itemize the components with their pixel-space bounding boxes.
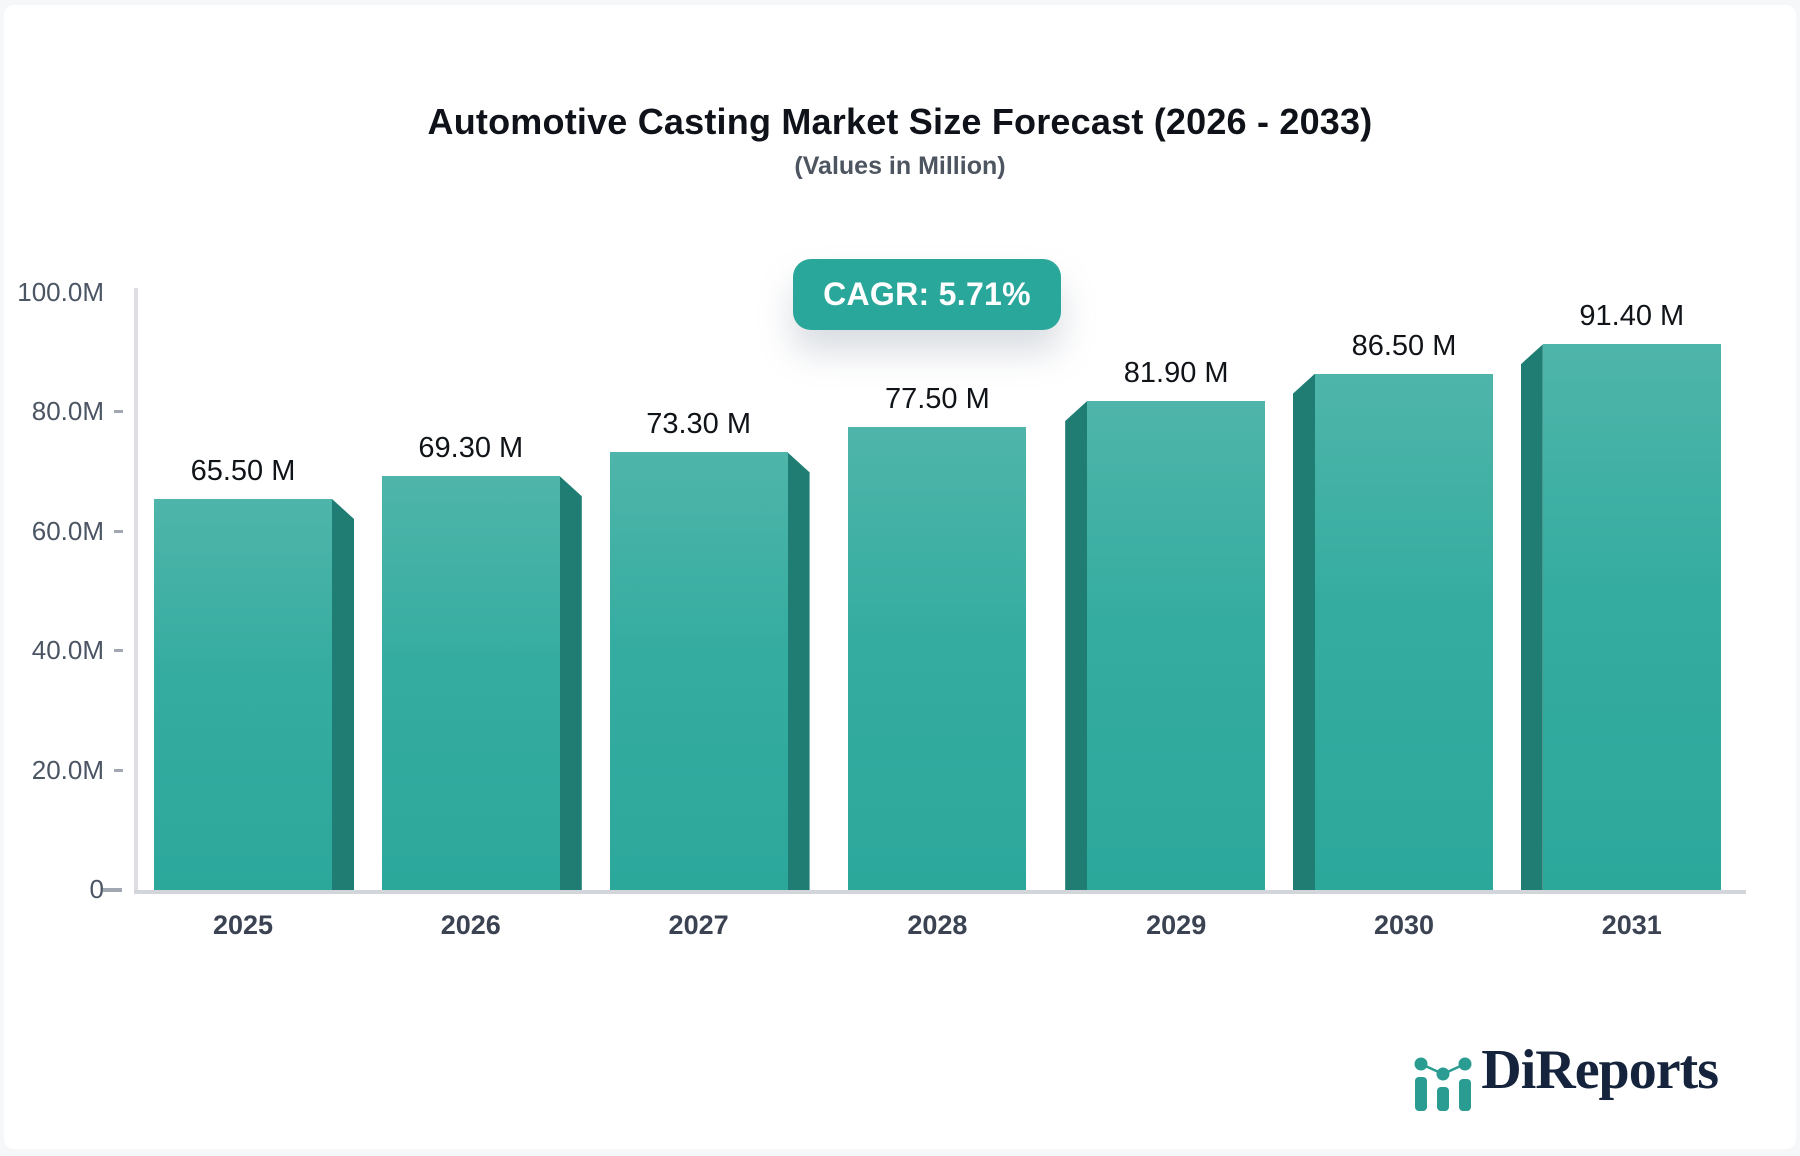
x-axis-label: 2025 xyxy=(212,910,274,940)
y-tick-label: 20.0M xyxy=(31,754,104,785)
bar-2026 xyxy=(381,476,560,890)
bar-2029 xyxy=(1087,401,1266,890)
bar-side-2030 xyxy=(1293,373,1315,890)
bar-side-2025 xyxy=(332,498,354,890)
cagr-badge: CAGR: 5.71% xyxy=(793,259,1061,330)
bar-2028 xyxy=(848,427,1027,890)
y-tick-label: 0 xyxy=(89,874,104,904)
x-axis-baseline xyxy=(134,890,1746,894)
y-tick-mark xyxy=(114,649,123,653)
x-axis-label: 2031 xyxy=(1601,910,1662,940)
y-tick-label: 80.0M xyxy=(31,396,104,427)
bar-side-2031 xyxy=(1520,344,1543,890)
chart-title: Automotive Casting Market Size Forecast … xyxy=(427,101,1373,142)
y-tick-mark xyxy=(114,768,123,772)
x-axis-label: 2028 xyxy=(907,910,968,940)
direports-logo-icon xyxy=(1414,1057,1472,1111)
x-axis-label: 2030 xyxy=(1373,910,1435,940)
y-tick-mark xyxy=(103,888,122,892)
bar-2030 xyxy=(1315,373,1493,890)
bar-value-label: 69.30 M xyxy=(418,432,524,465)
bar-value-label: 86.50 M xyxy=(1351,329,1457,362)
chart-card: Automotive Casting Market Size Forecast … xyxy=(4,5,1796,1149)
x-axis-label: 2026 xyxy=(440,910,501,940)
y-axis-line xyxy=(134,288,138,894)
y-tick-label: 40.0M xyxy=(31,635,104,666)
bar-side-2026 xyxy=(559,476,582,890)
y-tick-mark xyxy=(114,410,123,414)
bar-value-label: 81.90 M xyxy=(1123,357,1229,390)
bar-2025 xyxy=(154,498,332,890)
cagr-badge-label: CAGR: 5.71% xyxy=(823,276,1031,312)
x-axis-label: 2029 xyxy=(1146,910,1207,940)
bar-side-2027 xyxy=(787,452,810,890)
bar-2031 xyxy=(1542,344,1721,890)
bar-value-label: 91.40 M xyxy=(1579,300,1685,333)
chart-subtitle: (Values in Million) xyxy=(794,152,1006,180)
bar-value-label: 77.50 M xyxy=(884,383,990,416)
direports-logo: DiReports xyxy=(1413,1039,1719,1113)
bar-2027 xyxy=(609,452,788,890)
y-tick-label: 100.0M xyxy=(17,277,104,307)
direports-logo-text: DiReports xyxy=(1481,1039,1719,1101)
bar-value-label: 65.50 M xyxy=(190,454,296,487)
y-tick-mark xyxy=(114,529,123,533)
bar-value-label: 73.30 M xyxy=(646,408,751,441)
x-axis-label: 2027 xyxy=(668,910,729,940)
y-tick-label: 60.0M xyxy=(31,515,104,546)
bar-side-2029 xyxy=(1065,401,1088,890)
